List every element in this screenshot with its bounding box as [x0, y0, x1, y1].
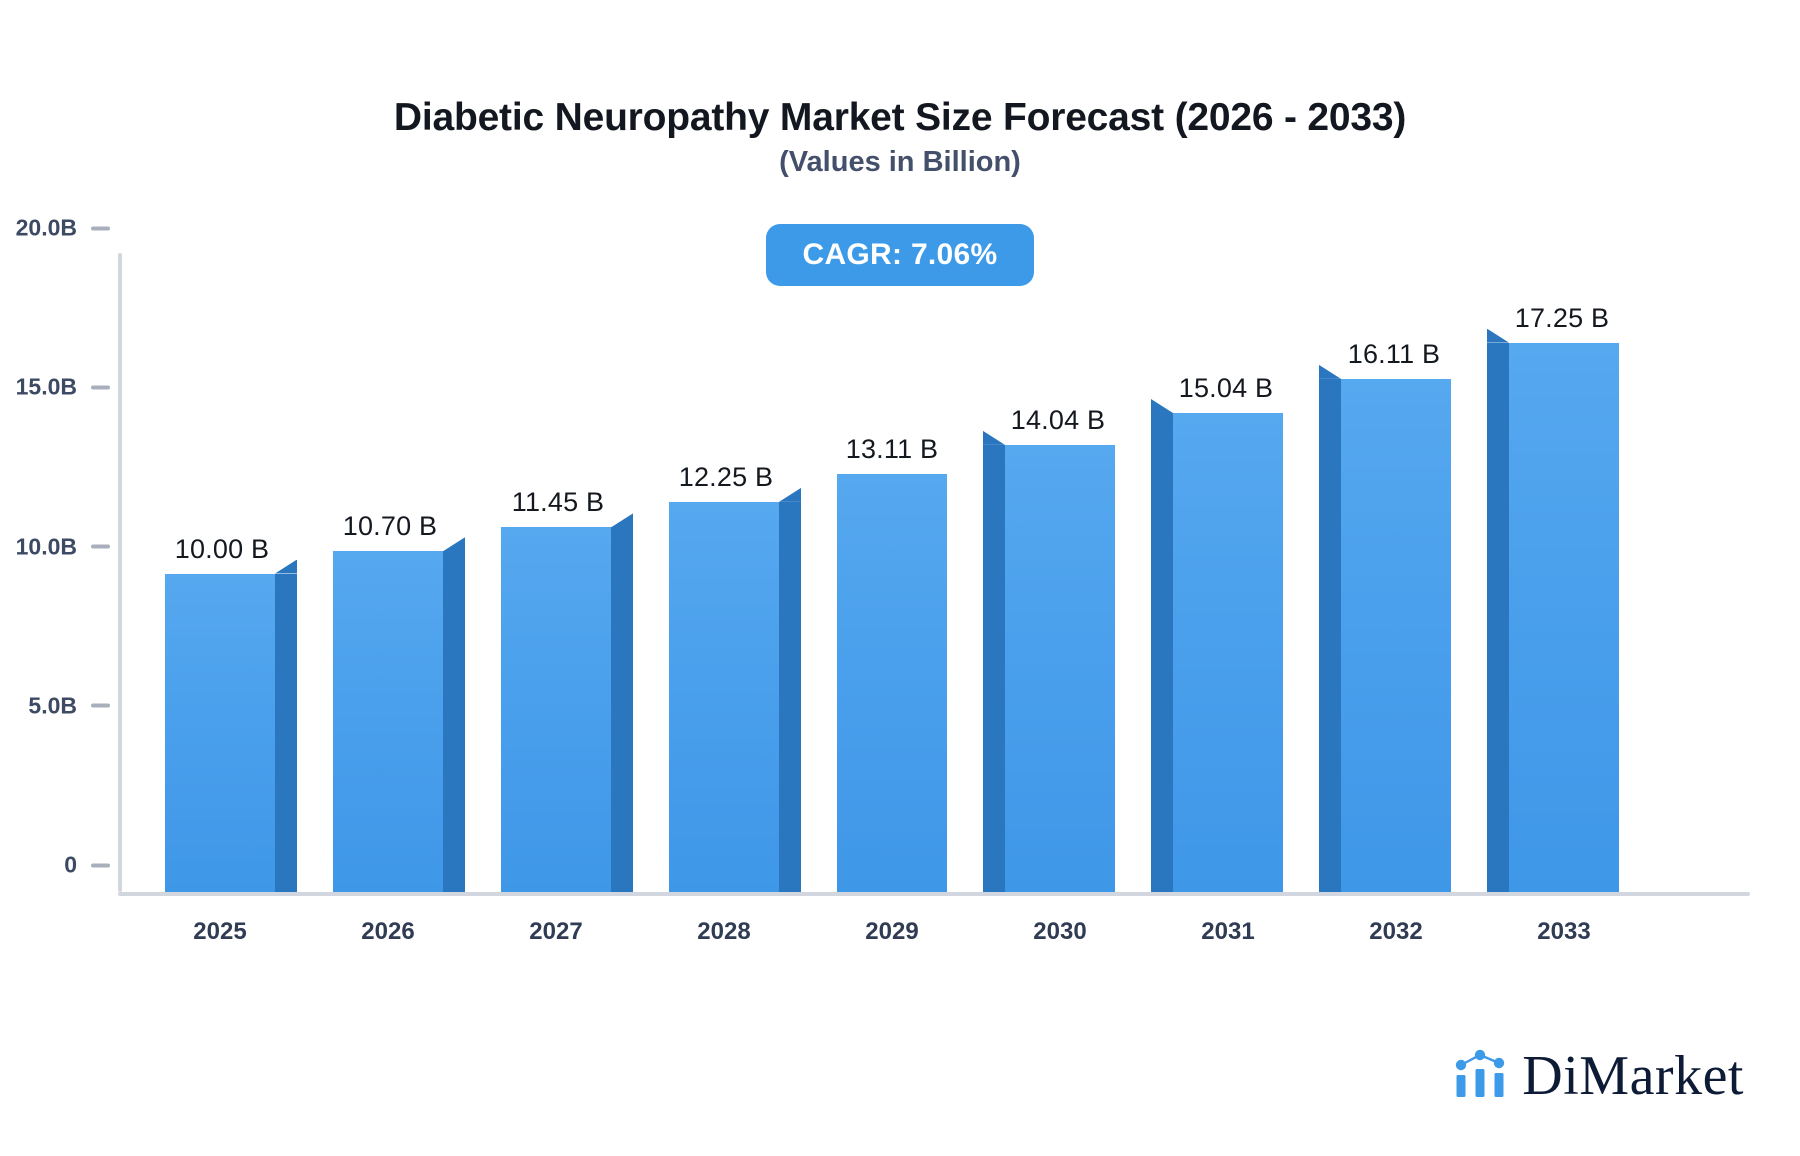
bar-top-face: [983, 430, 1005, 445]
bar-3d: [1319, 364, 1451, 892]
bar-value-label: 16.11 B: [1347, 338, 1441, 369]
bar-column[interactable]: 17.25 B 2033: [1487, 303, 1619, 945]
bar-value-label: 14.04 B: [1010, 404, 1106, 435]
bar-side-face: [611, 527, 633, 892]
x-tick-label: 2032: [1369, 918, 1423, 945]
bar-side-face: [275, 573, 297, 892]
bar-value-label: 12.25 B: [678, 461, 774, 492]
bar-column[interactable]: 10.00 B 2025: [165, 534, 297, 945]
bar-3d: [333, 537, 465, 892]
bar-front-face: [333, 551, 443, 892]
bar-front-face: [669, 501, 779, 892]
bar-column[interactable]: 11.45 B 2027: [501, 487, 633, 945]
y-tick: 5.0B: [0, 692, 118, 719]
y-tick-mark: [91, 226, 110, 230]
bar-3d: [1151, 398, 1283, 892]
bar-front-face: [165, 573, 275, 892]
x-tick-label: 2027: [529, 918, 583, 945]
bar-3d: [669, 487, 801, 892]
y-tick-mark: [91, 863, 110, 867]
bar-front-face: [501, 527, 611, 892]
bar-top-face: [1487, 328, 1509, 343]
bar-side-face: [1319, 378, 1341, 892]
brand-name: DiMarket: [1522, 1045, 1744, 1107]
bar-3d: [983, 430, 1115, 892]
y-tick: 15.0B: [0, 374, 118, 401]
x-axis-line: [118, 892, 1750, 896]
bar-top-face: [611, 513, 633, 528]
chart-title: Diabetic Neuropathy Market Size Forecast…: [393, 96, 1407, 139]
bar-column[interactable]: 15.04 B 2031: [1151, 373, 1283, 945]
bar-top-face: [1151, 398, 1173, 413]
cagr-badge-container: CAGR: 7.06%: [0, 224, 1800, 286]
y-tick: 0: [0, 852, 118, 879]
y-tick-label: 15.0B: [15, 373, 77, 400]
x-tick-label: 2030: [1033, 918, 1087, 945]
bar-3d: [1487, 328, 1619, 892]
bar-side-face: [779, 501, 801, 892]
bar-value-label: 17.25 B: [1514, 302, 1610, 333]
y-tick: 20.0B: [0, 215, 118, 242]
bar-column[interactable]: 12.25 B 2028: [669, 462, 801, 945]
bar-column[interactable]: 14.04 B 2030: [983, 405, 1115, 945]
cagr-badge: CAGR: 7.06%: [766, 224, 1034, 286]
bar-3d: [165, 559, 297, 892]
plot-area: 0 5.0B 10.0B 15.0B 20.0B 10.00 B 2025 10.70 B 2…: [16, 215, 1750, 945]
bar-value-label: 13.11 B: [845, 434, 939, 465]
x-tick-label: 2028: [697, 918, 751, 945]
bar-column[interactable]: 16.11 B 2032: [1319, 339, 1451, 945]
bar-column[interactable]: 10.70 B 2026: [333, 511, 465, 945]
y-tick-label: 5.0B: [28, 692, 77, 719]
x-tick-label: 2029: [865, 918, 919, 945]
bar-value-label: 10.00 B: [174, 533, 270, 564]
bar-chart-icon: [1454, 1049, 1508, 1104]
y-tick-label: 20.0B: [15, 214, 77, 241]
bar-value-label: 11.45 B: [511, 487, 605, 518]
y-tick-label: 10.0B: [15, 533, 77, 559]
bar-front-face: [1341, 378, 1451, 892]
bar-column[interactable]: 13.11 B 2029: [837, 434, 947, 945]
bar-front-face: [1509, 342, 1619, 892]
bar-front-face: [1005, 444, 1115, 892]
bar-series: 10.00 B 2025 10.70 B 2026 11.45 B 2027 12.25 B…: [118, 255, 1690, 945]
y-tick-mark: [91, 703, 110, 708]
bar-top-face: [1319, 364, 1341, 379]
bar-value-label: 15.04 B: [1178, 372, 1274, 403]
bar-side-face: [1151, 412, 1173, 892]
bar-top-face: [443, 537, 465, 552]
x-tick-label: 2033: [1537, 918, 1591, 945]
bar-front-face: [1173, 412, 1283, 892]
bar-top-face: [779, 487, 801, 502]
x-tick-label: 2031: [1201, 918, 1255, 945]
chart-subtitle: (Values in Billion): [779, 146, 1021, 178]
bar-front-face: [837, 474, 947, 892]
x-tick-label: 2025: [193, 918, 247, 945]
x-tick-label: 2026: [361, 918, 415, 945]
bar-3d: [837, 474, 947, 892]
y-tick-mark: [91, 544, 110, 549]
y-tick: 10.0B: [0, 533, 118, 560]
bar-side-face: [443, 551, 465, 892]
bar-value-label: 10.70 B: [342, 511, 438, 542]
bar-side-face: [1487, 342, 1509, 892]
bar-top-face: [275, 559, 297, 574]
y-tick-mark: [91, 385, 110, 390]
y-tick-label: 0: [64, 851, 77, 878]
y-axis-line: [118, 253, 122, 892]
bar-3d: [501, 513, 633, 892]
bar-side-face: [983, 444, 1005, 892]
brand-logo: DiMarket: [1454, 1048, 1744, 1104]
